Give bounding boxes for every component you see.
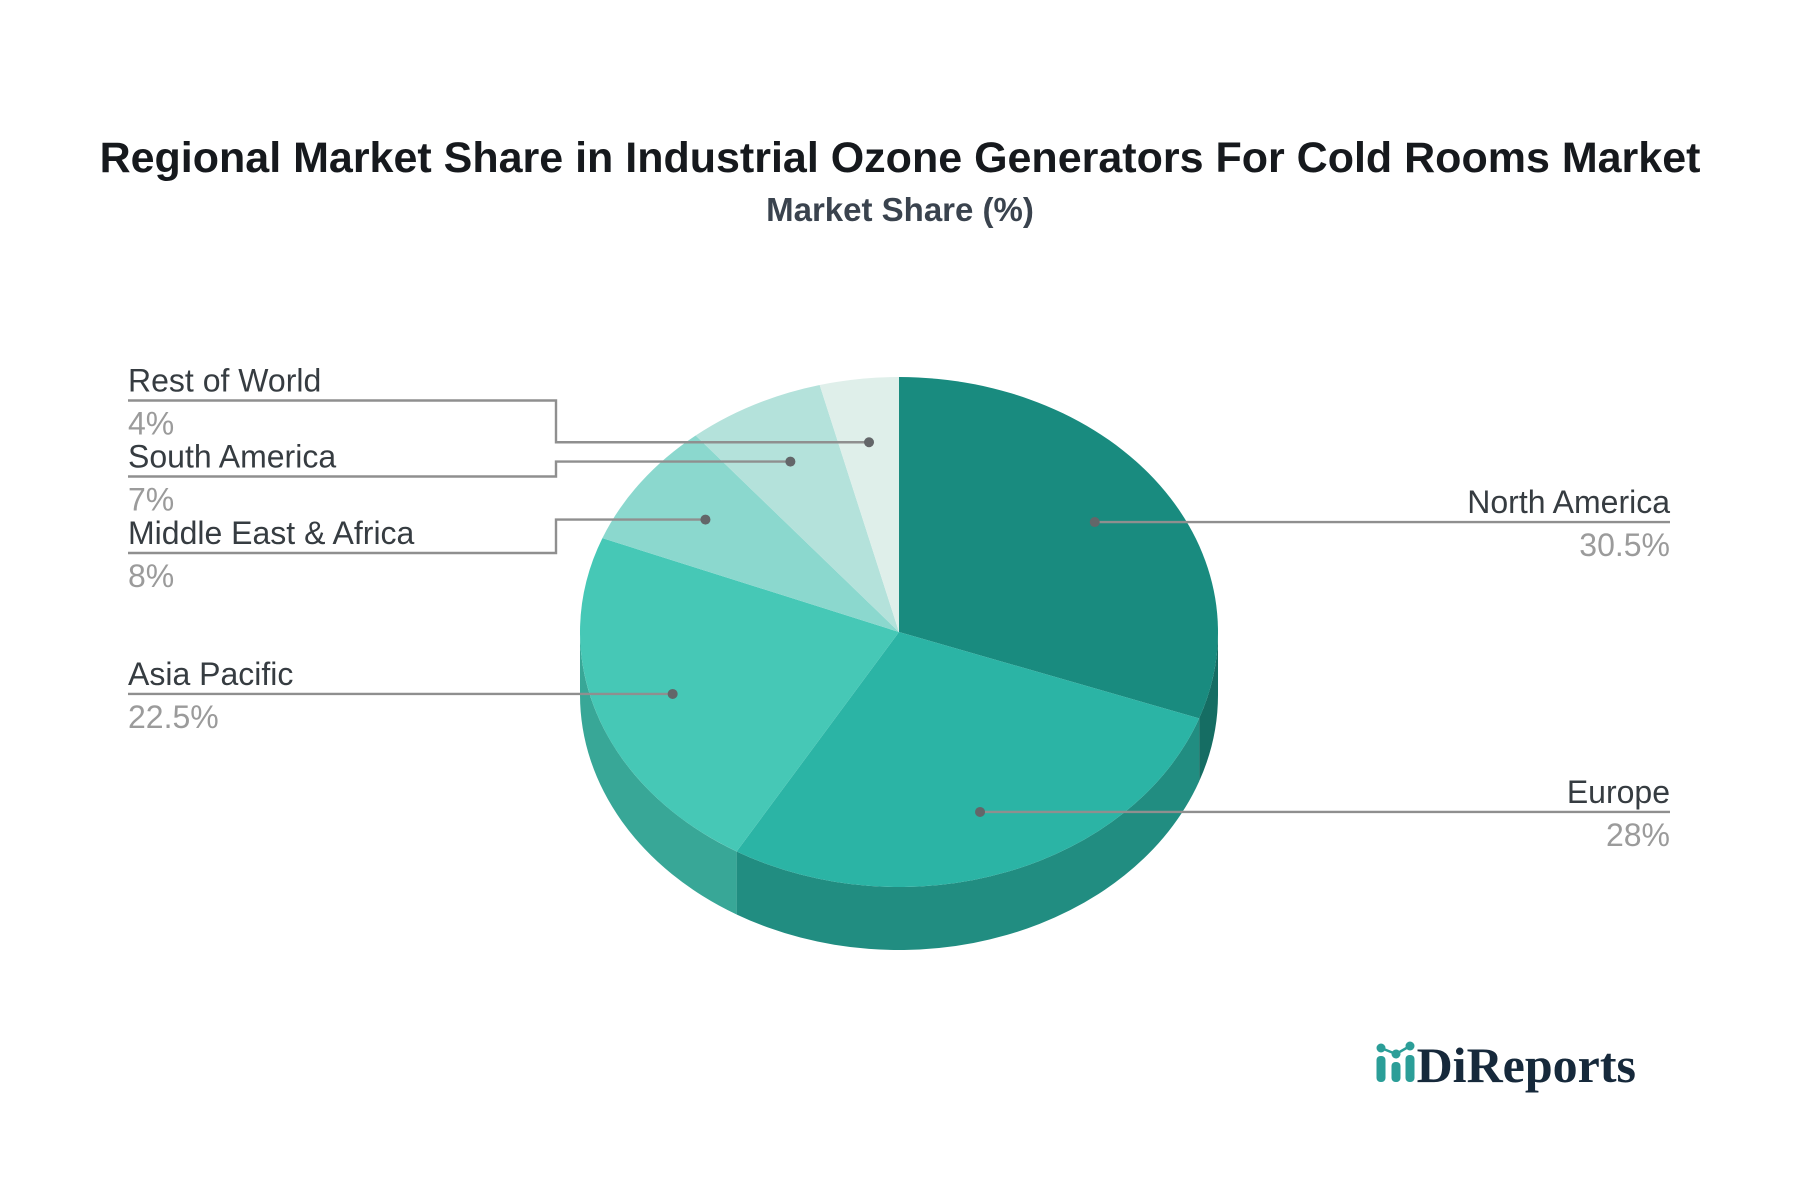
direports-logo: DiReports [1376, 1037, 1636, 1093]
pie [580, 377, 1218, 950]
logo-text: DiReports [1417, 1037, 1636, 1093]
pie-label-rest-of-world: Rest of World [128, 363, 321, 399]
connector-rest-of-world [128, 399, 870, 444]
connector-dot-europe [975, 806, 986, 817]
pie-slice-side-europe [736, 718, 1200, 950]
bar-chart-logo-icon [1376, 1041, 1415, 1082]
connector-dot-middle-east-africa [700, 514, 711, 525]
pie-label-north-america: North America [1467, 484, 1670, 520]
data-labels: North America 30.5% Europe 28% Asia Paci… [128, 363, 1670, 853]
connector-dot-south-america [785, 456, 796, 467]
pie-percent-europe: 28% [1606, 817, 1670, 853]
pie-percent-middle-east-africa: 8% [128, 558, 174, 594]
connector-dot-asia-pacific [667, 688, 678, 699]
pie-label-middle-east-africa: Middle East & Africa [128, 515, 415, 551]
pie-slice-side-north-america [1199, 632, 1218, 782]
pie-percent-asia-pacific: 22.5% [128, 699, 219, 735]
pie-label-south-america: South America [128, 439, 336, 475]
connector-dot-north-america [1089, 517, 1100, 528]
connector-dot-rest-of-world [864, 437, 875, 448]
pie-percent-rest-of-world: 4% [128, 406, 174, 442]
pie-slice-south-america[interactable] [695, 385, 899, 632]
pie-slice-middle-east-africa[interactable] [602, 435, 899, 632]
pie-percent-south-america: 7% [128, 482, 174, 518]
pie-percent-north-america: 30.5% [1579, 527, 1670, 563]
pie-slice-north-america[interactable] [899, 377, 1218, 719]
connectors [128, 399, 1670, 817]
pie-label-asia-pacific: Asia Pacific [128, 656, 293, 692]
chart-title: Regional Market Share in Industrial Ozon… [100, 134, 1701, 182]
pie-slice-side-asia-pacific [580, 632, 737, 915]
pie-label-europe: Europe [1567, 774, 1670, 810]
connector-south-america [128, 460, 791, 478]
pie-slice-rest-of-world[interactable] [819, 377, 899, 632]
pie-slice-asia-pacific[interactable] [580, 538, 899, 852]
chart-subtitle: Market Share (%) [766, 191, 1034, 228]
pie-slice-europe[interactable] [736, 632, 1200, 887]
connector-middle-east-africa [128, 518, 706, 555]
